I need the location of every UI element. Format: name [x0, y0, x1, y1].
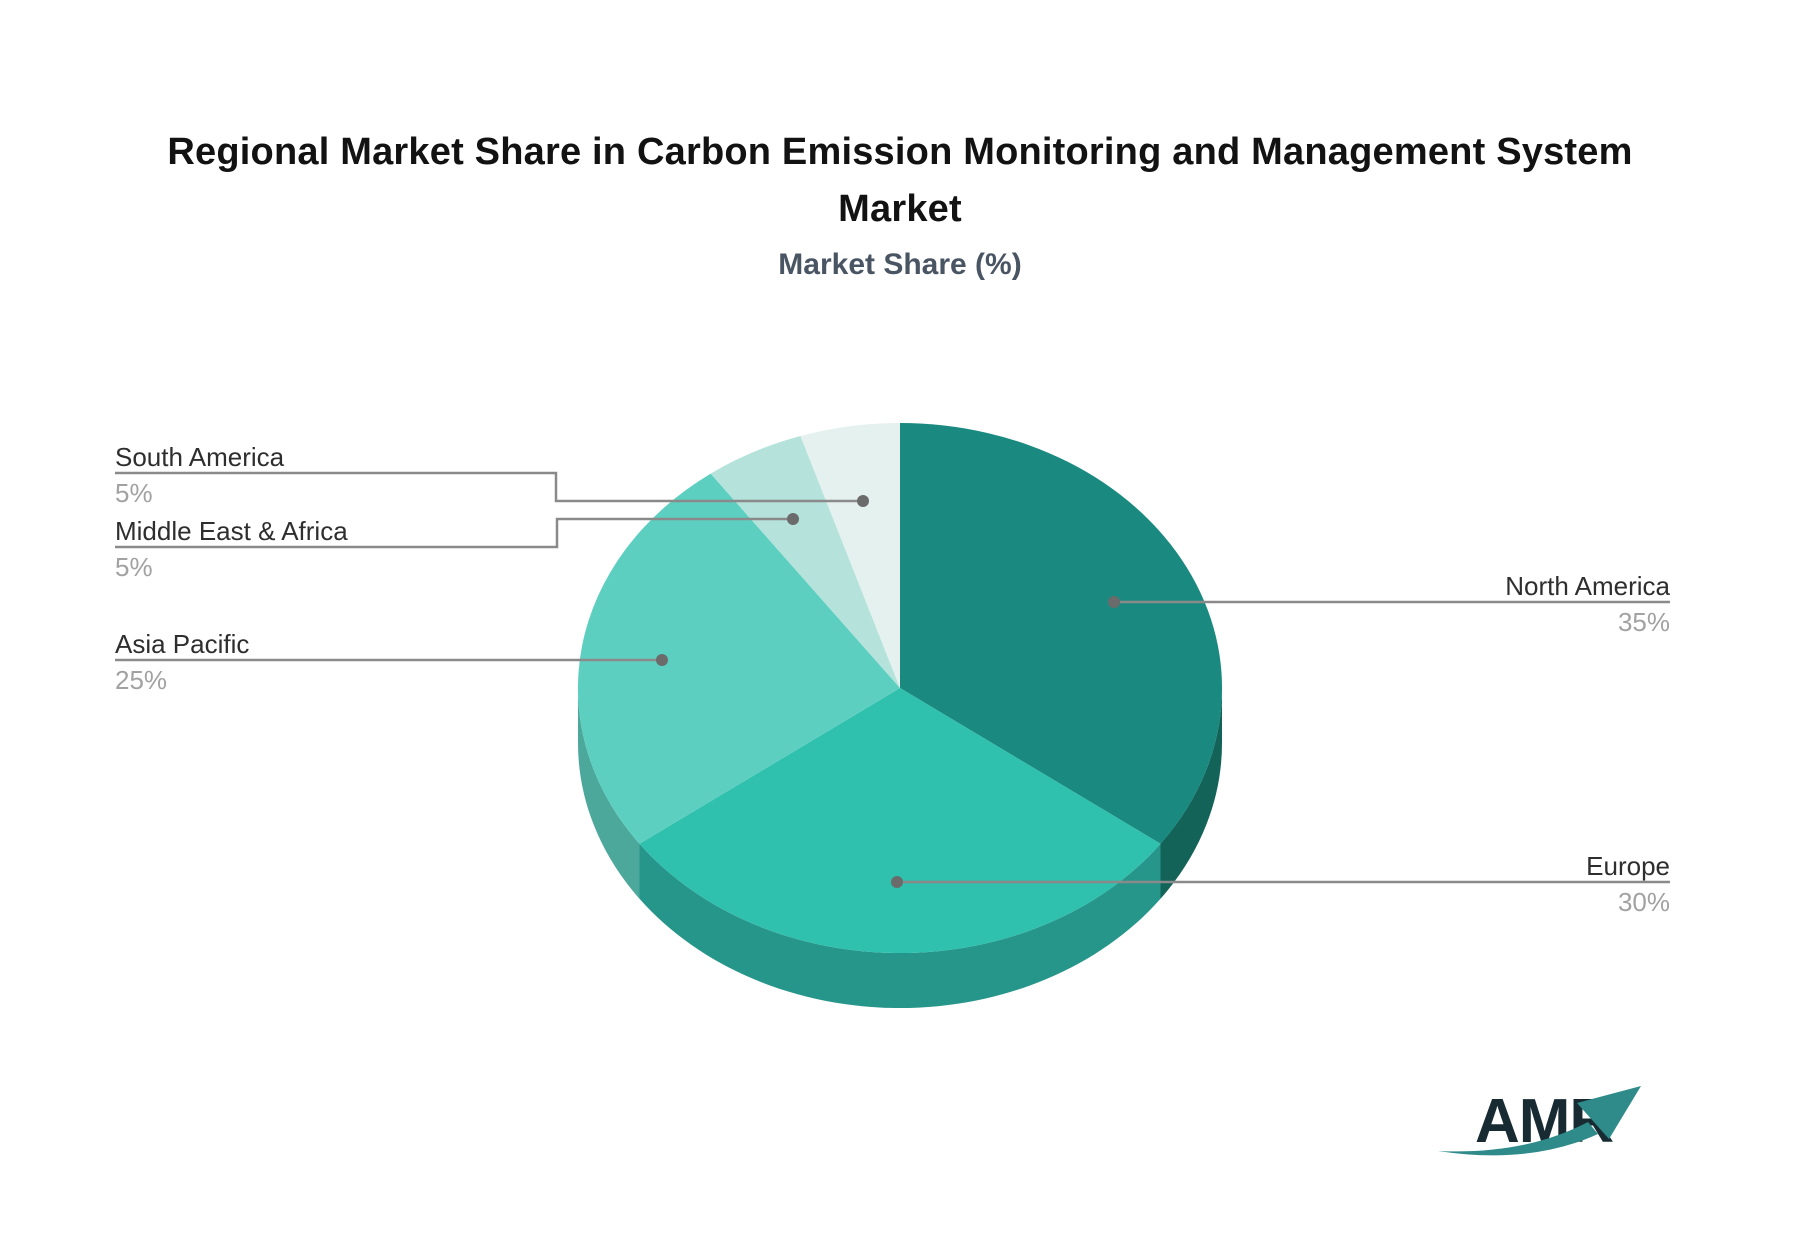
label-europe-value: 30% — [1617, 887, 1670, 917]
label-middle-east-africa-value: 5% — [115, 552, 153, 582]
pie-slice-asia-pacific[interactable] — [577, 473, 900, 844]
label-asia-pacific-name: Asia Pacific — [115, 629, 250, 659]
leader-dot-south-america — [857, 495, 869, 507]
leader-line-middle-east-africa — [115, 517, 793, 549]
amr-logo: AMR — [1438, 1086, 1641, 1156]
leader-line-south-america — [115, 471, 863, 503]
pie-rim-north-america — [1160, 688, 1222, 899]
label-south-america-name: South America — [115, 442, 285, 472]
pie-slice-north-america[interactable] — [900, 423, 1223, 844]
label-asia-pacific: Asia Pacific 25% — [115, 628, 250, 695]
label-north-america-name: North America — [1505, 571, 1670, 601]
label-asia-pacific-value: 25% — [115, 665, 168, 695]
pie-slice-south-america[interactable] — [800, 423, 901, 688]
chart-subtitle: Market Share (%) — [778, 248, 1022, 281]
label-south-america: South America 5% — [115, 441, 285, 508]
pie-rim-europe — [639, 843, 1161, 1009]
label-middle-east-africa-name: Middle East & Africa — [115, 516, 348, 546]
chart-title: Regional Market Share in Carbon Emission… — [167, 131, 1633, 230]
amr-logo-arrow-head — [1577, 1086, 1641, 1139]
label-north-america: North America 35% — [1505, 570, 1670, 637]
label-europe: Europe 30% — [1586, 850, 1670, 917]
leader-dot-middle-east-africa — [787, 513, 799, 525]
label-north-america-value: 35% — [1617, 607, 1670, 637]
pie-slice-europe[interactable] — [639, 688, 1161, 954]
label-europe-name: Europe — [1586, 851, 1670, 881]
pie-rim-asia-pacific — [578, 688, 640, 899]
leader-dot-europe — [891, 876, 903, 888]
label-south-america-value: 5% — [115, 478, 153, 508]
pie-slice-middle-east-africa[interactable] — [710, 436, 900, 688]
amr-logo-arrow-swoosh — [1438, 1122, 1598, 1156]
leader-dot-north-america — [1108, 596, 1120, 608]
label-middle-east-africa: Middle East & Africa 5% — [115, 515, 348, 582]
leader-dot-asia-pacific — [656, 654, 668, 666]
